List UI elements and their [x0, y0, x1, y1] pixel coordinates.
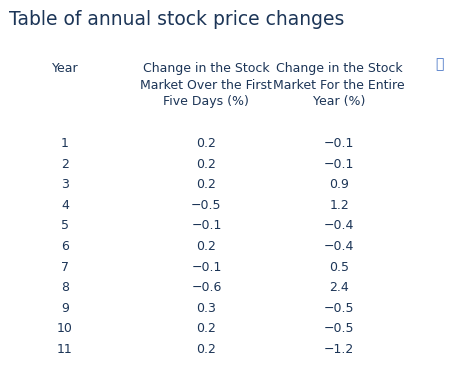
Text: 0.5: 0.5 — [328, 261, 348, 273]
Text: 5: 5 — [61, 219, 69, 232]
Text: 0.2: 0.2 — [196, 240, 216, 253]
Text: 8: 8 — [61, 281, 69, 294]
Text: 0.2: 0.2 — [196, 137, 216, 150]
Text: −0.1: −0.1 — [191, 261, 221, 273]
Text: −0.5: −0.5 — [323, 302, 353, 315]
Text: 10: 10 — [57, 322, 73, 335]
Text: Change in the Stock
Market For the Entire
Year (%): Change in the Stock Market For the Entir… — [273, 62, 404, 108]
Text: −0.6: −0.6 — [191, 281, 221, 294]
Text: −1.2: −1.2 — [323, 343, 353, 356]
Text: 0.2: 0.2 — [196, 158, 216, 171]
Text: Year: Year — [51, 62, 78, 75]
Text: −0.4: −0.4 — [323, 240, 353, 253]
Text: Change in the Stock
Market Over the First
Five Days (%): Change in the Stock Market Over the Firs… — [140, 62, 272, 108]
Text: 0.2: 0.2 — [196, 343, 216, 356]
Text: −0.1: −0.1 — [191, 219, 221, 232]
Text: 4: 4 — [61, 199, 69, 212]
Text: −0.1: −0.1 — [323, 158, 353, 171]
Text: Table of annual stock price changes: Table of annual stock price changes — [9, 10, 344, 29]
Text: 9: 9 — [61, 302, 69, 315]
Text: 11: 11 — [57, 343, 73, 356]
Text: 1.2: 1.2 — [329, 199, 348, 212]
Text: 0.9: 0.9 — [329, 178, 348, 191]
Text: 0.2: 0.2 — [196, 178, 216, 191]
Text: 7: 7 — [61, 261, 69, 273]
Text: −0.5: −0.5 — [323, 322, 353, 335]
Text: 2: 2 — [61, 158, 69, 171]
Text: 2.4: 2.4 — [329, 281, 348, 294]
Text: 0.3: 0.3 — [196, 302, 216, 315]
Text: −0.5: −0.5 — [191, 199, 221, 212]
Text: ⎗: ⎗ — [434, 58, 442, 72]
Text: 6: 6 — [61, 240, 69, 253]
Text: −0.1: −0.1 — [323, 137, 353, 150]
Text: 3: 3 — [61, 178, 69, 191]
Text: 1: 1 — [61, 137, 69, 150]
Text: 0.2: 0.2 — [196, 322, 216, 335]
Text: −0.4: −0.4 — [323, 219, 353, 232]
